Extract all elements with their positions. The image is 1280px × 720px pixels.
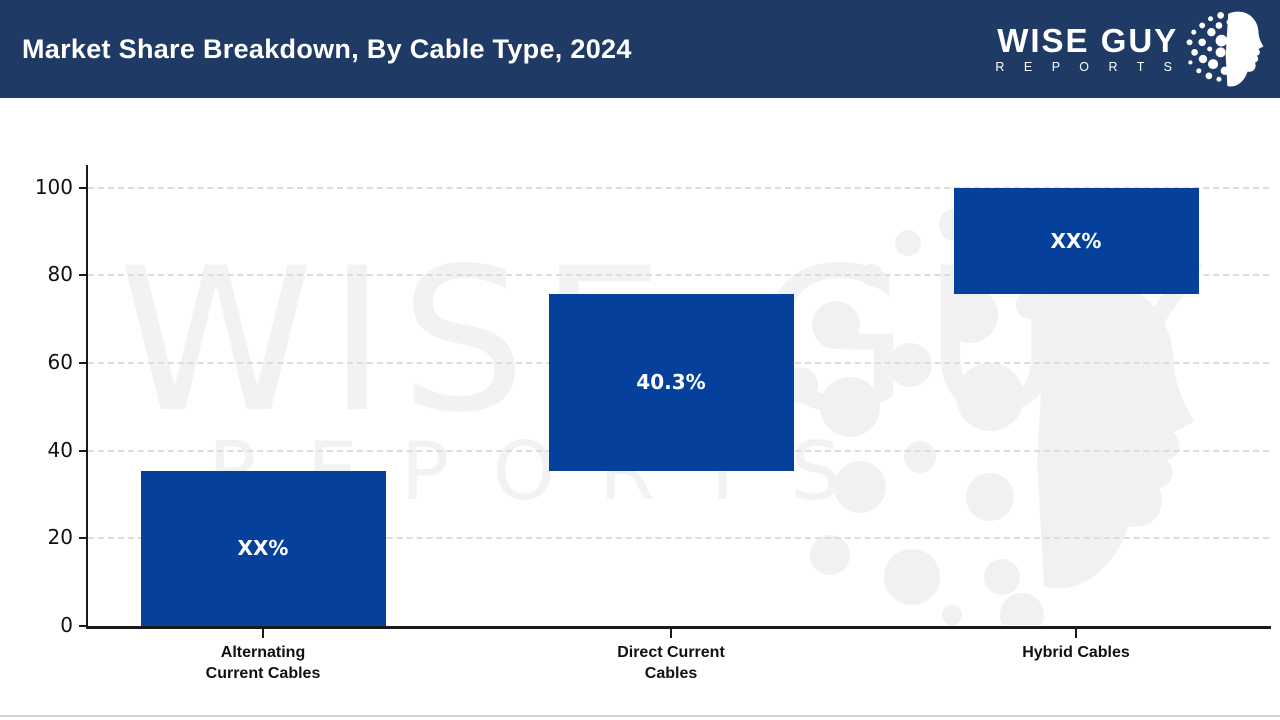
logo-subtitle: R E P O R T S	[995, 60, 1180, 74]
y-tick-label: 40	[47, 437, 73, 462]
gridline	[88, 186, 1269, 189]
gridline	[88, 537, 1269, 540]
logo-wordmark: WISE GUY	[997, 22, 1179, 59]
y-tick-mark	[79, 274, 88, 277]
bar: XX%	[953, 187, 1199, 295]
y-tick-mark	[79, 186, 88, 189]
gridline	[88, 274, 1269, 277]
y-tick-label: 60	[47, 349, 73, 374]
y-tick-label: 100	[34, 174, 73, 199]
y-tick-mark	[79, 449, 88, 452]
brand-logo: WISE GUY R E P O R T S	[995, 4, 1266, 94]
page-title: Market Share Breakdown, By Cable Type, 2…	[22, 33, 632, 64]
bar: 40.3%	[548, 294, 794, 471]
x-axis-line	[86, 626, 1271, 629]
x-tick-mark	[262, 629, 264, 638]
category-label: Direct Current Cables	[617, 644, 725, 682]
bar-value-label: 40.3%	[636, 370, 706, 395]
category-label: Alternating Current Cables	[205, 644, 321, 682]
y-tick-mark	[79, 361, 88, 364]
y-tick-mark	[79, 625, 88, 627]
bar-value-label: XX%	[237, 536, 289, 561]
y-tick-label: 20	[47, 525, 73, 550]
logo-text: WISE GUY R E P O R T S	[995, 24, 1180, 74]
bottom-border	[0, 715, 1280, 717]
y-tick-label: 80	[47, 262, 73, 287]
category-label: Hybrid Cables	[1022, 644, 1130, 661]
x-tick-mark	[670, 629, 672, 638]
x-tick-mark	[1075, 629, 1077, 638]
y-tick-mark	[79, 537, 88, 540]
watermark-face-icon	[782, 203, 1195, 625]
y-axis-line	[86, 165, 88, 629]
bar-value-label: XX%	[1050, 228, 1102, 253]
bar: XX%	[140, 470, 386, 626]
header: Market Share Breakdown, By Cable Type, 2…	[0, 0, 1280, 98]
y-tick-label: 0	[60, 613, 73, 637]
logo-face-icon	[1186, 11, 1264, 87]
